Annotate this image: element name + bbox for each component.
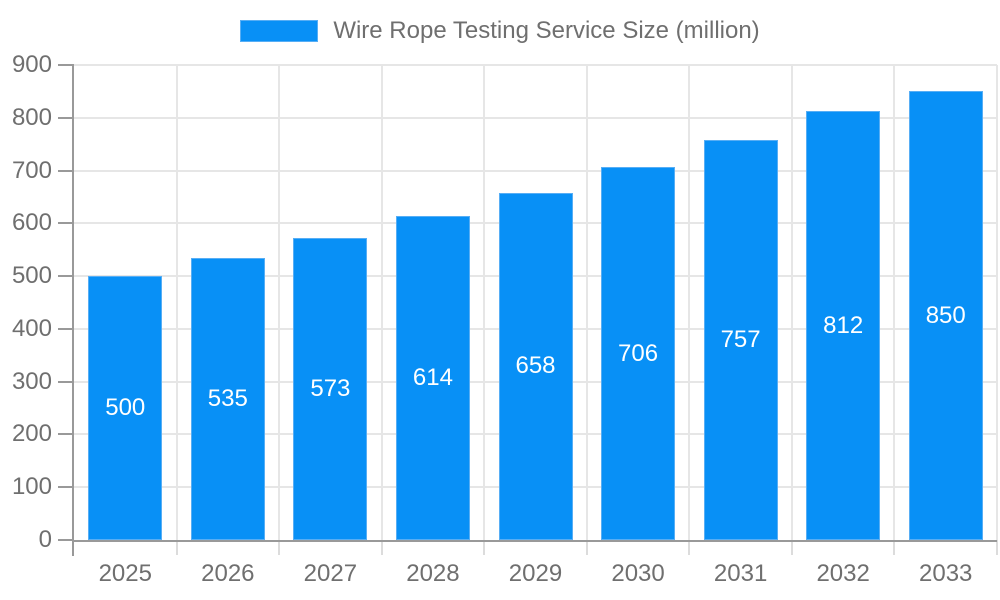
x-axis-tick xyxy=(175,540,178,555)
x-axis-tick xyxy=(483,540,486,555)
bar[interactable] xyxy=(498,192,573,540)
bar[interactable] xyxy=(806,111,881,540)
y-gridline xyxy=(74,116,997,119)
legend-item[interactable]: Wire Rope Testing Service Size (million) xyxy=(240,17,760,45)
y-axis-tick xyxy=(58,169,74,172)
legend: Wire Rope Testing Service Size (million) xyxy=(0,17,1000,45)
y-axis-tick xyxy=(58,486,74,489)
bar-value-label: 757 xyxy=(720,326,761,354)
x-gridline xyxy=(996,65,998,540)
bar-value-label: 850 xyxy=(925,301,966,329)
x-tick-label: 2032 xyxy=(816,560,870,587)
y-tick-label: 400 xyxy=(11,314,52,342)
y-tick-label: 300 xyxy=(11,367,52,395)
x-tick-label: 2030 xyxy=(611,560,665,587)
x-gridline xyxy=(380,65,383,540)
y-axis-tick xyxy=(58,116,74,119)
x-gridline xyxy=(790,65,793,540)
y-axis-tick xyxy=(58,222,74,225)
x-axis-tick xyxy=(688,540,691,555)
x-axis-tick xyxy=(278,540,281,555)
y-gridline xyxy=(74,327,997,330)
bar-value-label: 573 xyxy=(310,374,351,402)
bar-value-label: 706 xyxy=(618,339,659,367)
y-gridline xyxy=(74,433,997,436)
x-gridline xyxy=(585,65,588,540)
x-tick-label: 2028 xyxy=(406,560,460,587)
y-gridline xyxy=(74,222,997,225)
legend-swatch-icon xyxy=(240,20,319,42)
bar[interactable] xyxy=(703,140,778,540)
bar[interactable] xyxy=(601,167,676,540)
y-tick-label: 0 xyxy=(38,526,52,553)
x-tick-label: 2026 xyxy=(201,560,255,587)
bar[interactable] xyxy=(908,91,983,540)
x-axis-tick xyxy=(790,540,793,555)
x-axis-tick xyxy=(893,540,896,555)
y-gridline xyxy=(74,275,997,278)
x-axis-tick xyxy=(585,540,588,555)
y-axis-line xyxy=(72,65,74,556)
y-axis-tick xyxy=(58,64,74,66)
x-tick-label: 2031 xyxy=(713,560,768,587)
x-axis-tick xyxy=(996,540,998,555)
y-tick-label: 200 xyxy=(11,420,52,448)
x-axis-line xyxy=(74,540,997,542)
x-gridline xyxy=(175,65,178,540)
y-tick-label: 700 xyxy=(11,156,52,184)
y-tick-label: 500 xyxy=(11,262,52,290)
bar-value-label: 658 xyxy=(515,352,556,380)
y-gridline xyxy=(74,380,997,383)
y-gridline xyxy=(74,64,997,66)
x-gridline xyxy=(483,65,486,540)
bar[interactable] xyxy=(395,215,470,540)
y-gridline xyxy=(74,486,997,489)
y-axis-tick xyxy=(58,275,74,278)
bar[interactable] xyxy=(88,276,163,540)
y-tick-label: 900 xyxy=(11,51,52,78)
bar[interactable] xyxy=(293,237,368,540)
x-gridline xyxy=(278,65,281,540)
y-tick-label: 100 xyxy=(11,473,52,501)
x-gridline xyxy=(688,65,691,540)
y-tick-label: 600 xyxy=(11,209,52,237)
y-axis-tick xyxy=(58,433,74,436)
y-axis-tick xyxy=(58,327,74,330)
y-axis-tick xyxy=(58,539,74,541)
x-axis-tick xyxy=(380,540,383,555)
bar-value-label: 812 xyxy=(823,311,864,339)
x-tick-label: 2033 xyxy=(919,560,973,587)
x-tick-label: 2029 xyxy=(508,560,563,587)
x-gridline xyxy=(893,65,896,540)
x-tick-label: 2025 xyxy=(98,560,152,587)
bar-value-label: 535 xyxy=(207,384,248,412)
bar-value-label: 500 xyxy=(105,394,146,422)
bar-value-label: 614 xyxy=(412,363,453,391)
y-gridline xyxy=(74,169,997,172)
y-axis-tick xyxy=(58,380,74,383)
y-tick-label: 800 xyxy=(11,103,52,131)
x-tick-label: 2027 xyxy=(303,560,358,587)
bar[interactable] xyxy=(190,257,265,540)
legend-label: Wire Rope Testing Service Size (million) xyxy=(333,17,760,44)
